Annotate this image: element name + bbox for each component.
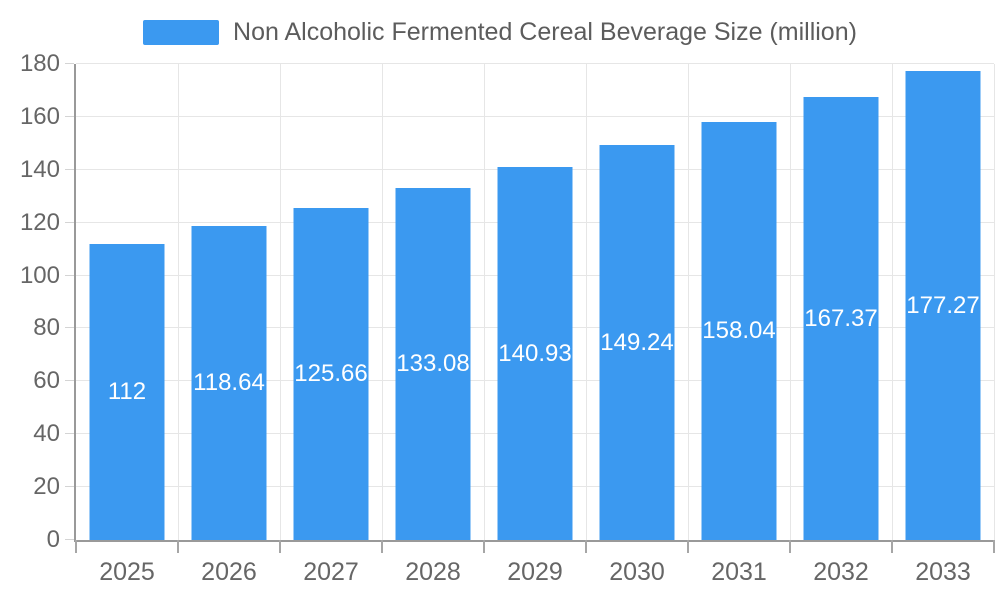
y-axis-label: 180 bbox=[19, 50, 60, 77]
y-axis-tick bbox=[65, 115, 74, 117]
x-axis-tick bbox=[789, 540, 791, 553]
bar[interactable]: 125.66 bbox=[293, 207, 369, 540]
bar[interactable]: 133.08 bbox=[395, 188, 471, 540]
x-axis-label: 2029 bbox=[507, 558, 563, 586]
x-axis-label: 2031 bbox=[711, 558, 767, 586]
gridline-horizontal bbox=[76, 115, 994, 117]
gridline-vertical bbox=[892, 64, 893, 540]
x-axis-label: 2032 bbox=[813, 558, 869, 586]
x-axis-tick bbox=[279, 540, 281, 553]
y-axis-tick bbox=[65, 221, 74, 223]
bar[interactable]: 177.27 bbox=[905, 71, 981, 540]
gridline-vertical bbox=[994, 64, 995, 540]
y-axis-tick bbox=[65, 63, 74, 64]
x-axis-tick bbox=[380, 540, 383, 553]
bar[interactable]: 167.37 bbox=[803, 97, 879, 540]
gridline-vertical bbox=[178, 64, 179, 540]
y-axis-tick bbox=[65, 327, 74, 329]
gridline-vertical bbox=[484, 64, 485, 540]
x-axis-label: 2027 bbox=[303, 558, 359, 586]
y-axis-label: 40 bbox=[33, 420, 60, 448]
y-axis-tick bbox=[65, 168, 74, 170]
bar[interactable]: 118.64 bbox=[191, 226, 267, 540]
gridline-vertical bbox=[586, 64, 587, 540]
y-axis-tick bbox=[65, 433, 74, 435]
gridline-vertical bbox=[790, 64, 791, 540]
x-axis-tick bbox=[585, 540, 587, 553]
bar-value-label: 158.04 bbox=[702, 317, 776, 345]
bar[interactable]: 149.24 bbox=[599, 145, 675, 540]
y-axis-tick bbox=[65, 274, 74, 276]
gridline-vertical bbox=[280, 64, 281, 540]
bar-value-label: 125.66 bbox=[294, 359, 368, 387]
x-axis-label: 2030 bbox=[609, 558, 665, 586]
bar-value-label: 167.37 bbox=[804, 304, 878, 332]
bar-value-label: 118.64 bbox=[193, 369, 265, 397]
bar-value-label: 149.24 bbox=[600, 328, 674, 356]
bar[interactable]: 158.04 bbox=[701, 122, 777, 540]
x-axis-tick bbox=[483, 540, 485, 553]
y-axis-label: 160 bbox=[19, 102, 60, 130]
bar[interactable]: 140.93 bbox=[497, 167, 573, 540]
gridline-vertical bbox=[381, 64, 383, 540]
y-axis-label: 0 bbox=[46, 526, 60, 553]
y-axis-label: 140 bbox=[19, 155, 60, 183]
y-axis-label: 60 bbox=[33, 367, 60, 395]
y-axis-tick bbox=[65, 486, 74, 488]
x-axis-tick bbox=[993, 540, 995, 553]
x-axis-tick bbox=[686, 540, 689, 553]
bar[interactable]: 112 bbox=[89, 243, 165, 540]
y-axis-label: 20 bbox=[33, 473, 60, 501]
gridline-horizontal bbox=[76, 63, 994, 64]
x-axis-tick bbox=[75, 540, 77, 553]
y-axis-label: 120 bbox=[19, 208, 60, 236]
y-axis-label: 80 bbox=[33, 314, 60, 342]
legend[interactable]: Non Alcoholic Fermented Cereal Beverage … bbox=[0, 18, 1000, 47]
x-axis-tick bbox=[891, 540, 893, 553]
legend-swatch-icon bbox=[143, 20, 220, 45]
bar-value-label: 177.27 bbox=[906, 291, 980, 319]
gridline-vertical bbox=[687, 64, 689, 540]
bar-value-label: 112 bbox=[107, 377, 147, 405]
x-axis-label: 2025 bbox=[99, 558, 155, 586]
y-axis-label: 100 bbox=[19, 261, 60, 289]
bar-value-label: 133.08 bbox=[396, 350, 470, 378]
x-axis-label: 2028 bbox=[405, 558, 461, 586]
bar-value-label: 140.93 bbox=[498, 339, 572, 367]
legend-label: Non Alcoholic Fermented Cereal Beverage … bbox=[233, 18, 857, 46]
y-axis-tick bbox=[65, 380, 74, 382]
plot-area: 0 20 40 60 80 100 120 140 160 180 112 2025 118.64 202… bbox=[20, 52, 995, 585]
x-axis-tick bbox=[177, 540, 179, 553]
y-axis-tick bbox=[65, 539, 74, 540]
x-axis-label: 2026 bbox=[201, 558, 257, 586]
x-axis-label: 2033 bbox=[915, 558, 971, 586]
